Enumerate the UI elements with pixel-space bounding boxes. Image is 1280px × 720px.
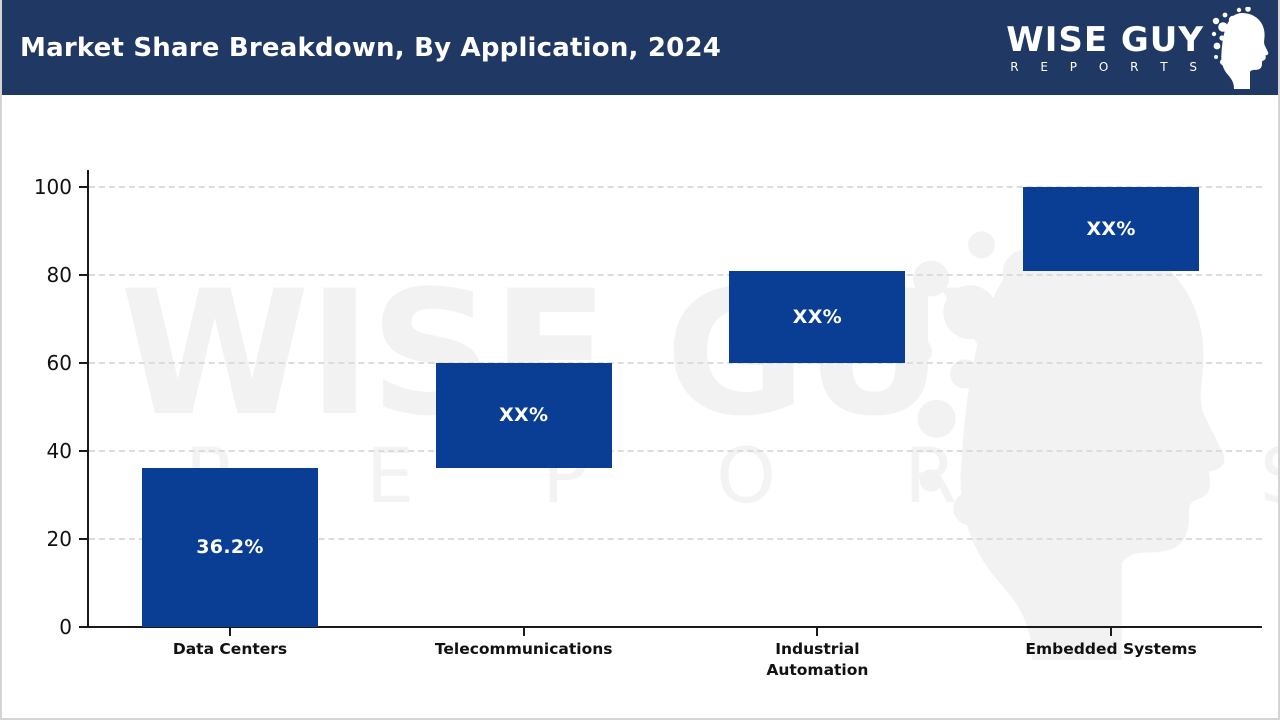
y-gridline [89, 362, 1262, 364]
y-gridline [89, 450, 1262, 452]
y-tick-label: 80 [46, 263, 72, 287]
y-gridline [89, 538, 1262, 540]
y-tick-label: 60 [46, 351, 72, 375]
y-tick-label: 0 [59, 615, 72, 639]
bar-segment: XX% [1023, 187, 1200, 271]
y-tick-label: 20 [46, 527, 72, 551]
y-gridline [89, 186, 1262, 188]
x-tick-label: Data Centers [172, 640, 288, 658]
y-tick-mark [79, 186, 87, 188]
y-gridline [89, 274, 1262, 276]
bar-segment: 36.2% [142, 467, 318, 627]
wiseguy-head-icon [1211, 7, 1269, 89]
bar-value-label: XX% [499, 404, 549, 427]
x-tick-mark [816, 628, 819, 636]
bar-segment: XX% [729, 270, 906, 363]
x-axis-line [85, 626, 1262, 628]
x-tick-label: Telecommunications [434, 640, 613, 658]
bar-segment: XX% [435, 363, 612, 468]
logo-subtext: R E P O R T S [1010, 59, 1206, 74]
x-tick-mark [1110, 628, 1113, 636]
y-tick-label: 40 [46, 439, 72, 463]
logo-wordmark: WISE GUY [1006, 19, 1205, 60]
y-tick-mark [79, 274, 87, 276]
x-tick-label: Industrial Automation [766, 640, 869, 679]
bar-value-label: XX% [1086, 217, 1136, 240]
y-axis-line [87, 170, 89, 627]
y-tick-mark [79, 450, 87, 452]
bar-value-label: 36.2% [196, 536, 264, 559]
x-tick-mark [522, 628, 525, 636]
y-tick-label: 100 [33, 175, 72, 199]
y-tick-mark [79, 538, 87, 540]
report-header: Market Share Breakdown, By Application, … [0, 0, 1280, 95]
wiseguy-logo: WISE GUY R E P O R T S [1004, 4, 1270, 92]
x-tick-label: Embedded Systems [1025, 640, 1197, 658]
logo-text: WISE GUY R E P O R T S [1004, 23, 1206, 74]
y-tick-mark [79, 626, 87, 628]
x-tick-mark [229, 628, 231, 636]
page-title: Market Share Breakdown, By Application, … [20, 32, 722, 63]
y-tick-mark [79, 362, 87, 364]
bar-value-label: XX% [792, 305, 843, 328]
